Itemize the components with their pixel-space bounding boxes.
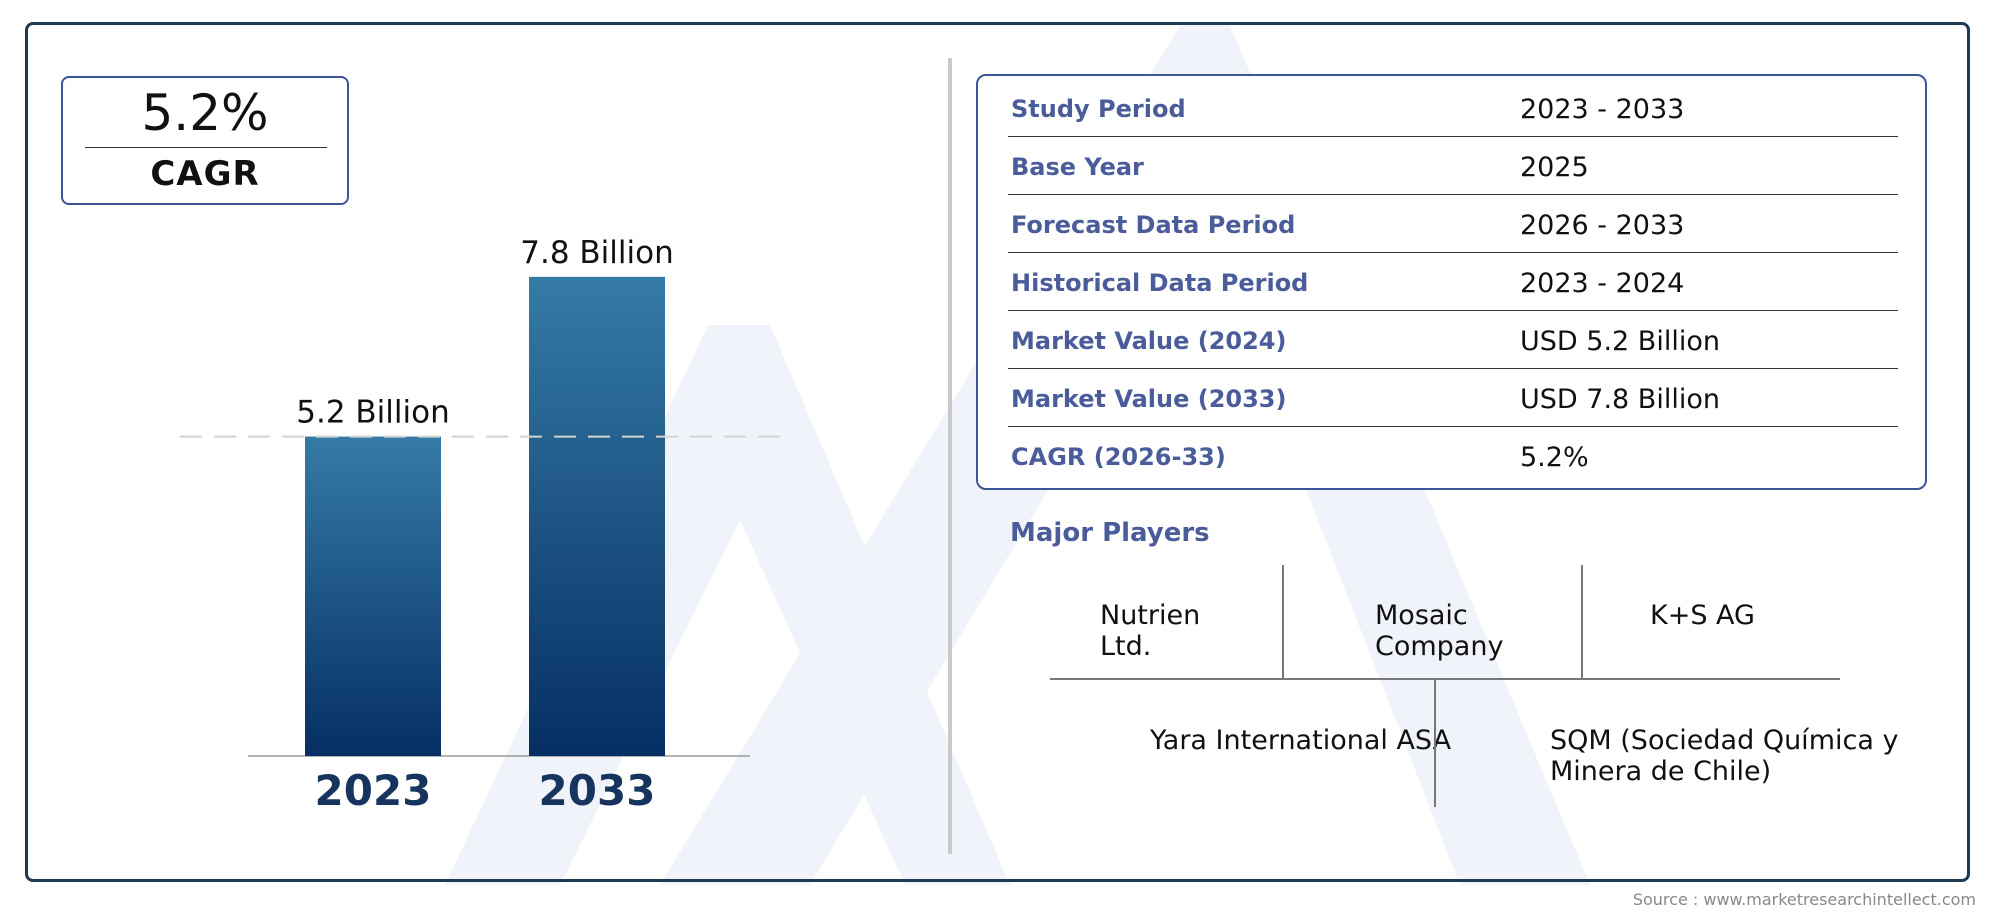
info-key: Study Period xyxy=(1011,95,1186,123)
cagr-badge: 5.2% CAGR xyxy=(61,76,349,205)
info-value: 2023 - 2024 xyxy=(1520,268,1685,299)
info-value: 2023 - 2033 xyxy=(1520,94,1685,125)
player-name: Nutrien Ltd. xyxy=(1100,600,1201,662)
section-divider xyxy=(948,58,952,854)
bar-2023 xyxy=(305,436,441,756)
data-label-2023: 5.2 Billion xyxy=(296,395,450,431)
x-tick-label-2033: 2033 xyxy=(539,766,656,815)
info-key: CAGR (2026-33) xyxy=(1011,443,1226,471)
info-row-market-value-2033: Market Value (2033) USD 7.8 Billion xyxy=(1008,368,1898,427)
major-players-title: Major Players xyxy=(1010,518,1210,548)
info-key: Forecast Data Period xyxy=(1011,211,1296,239)
player-name: SQM (Sociedad Química y Minera de Chile) xyxy=(1550,725,1899,787)
info-key: Base Year xyxy=(1011,153,1144,181)
infographic-card xyxy=(25,22,1970,882)
market-info-table: Study Period 2023 - 2033 Base Year 2025 … xyxy=(976,74,1927,490)
player-name: K+S AG xyxy=(1650,600,1755,631)
info-key: Historical Data Period xyxy=(1011,269,1309,297)
bar-chart: 5.2 Billion 2023 7.8 Billion 2033 xyxy=(180,235,790,815)
players-divider xyxy=(1050,678,1840,680)
info-value: 5.2% xyxy=(1520,442,1589,473)
info-row-cagr: CAGR (2026-33) 5.2% xyxy=(1008,426,1898,484)
cagr-value: 5.2% xyxy=(141,84,269,142)
info-key: Market Value (2033) xyxy=(1011,385,1287,413)
info-row-base-year: Base Year 2025 xyxy=(1008,136,1898,195)
cagr-divider xyxy=(85,147,327,148)
x-tick-label-2023: 2023 xyxy=(315,766,432,815)
info-row-forecast-period: Forecast Data Period 2026 - 2033 xyxy=(1008,194,1898,253)
info-value: USD 7.8 Billion xyxy=(1520,384,1720,415)
bar-2033 xyxy=(529,276,665,756)
player-name: Mosaic Company xyxy=(1375,600,1504,662)
data-label-2033: 7.8 Billion xyxy=(520,235,674,271)
info-value: 2026 - 2033 xyxy=(1520,210,1685,241)
players-divider xyxy=(1282,565,1284,678)
info-value: USD 5.2 Billion xyxy=(1520,326,1720,357)
info-key: Market Value (2024) xyxy=(1011,327,1287,355)
info-value: 2025 xyxy=(1520,152,1589,183)
source-text: Source : www.marketresearchintellect.com xyxy=(1632,890,1976,909)
info-row-market-value-2024: Market Value (2024) USD 5.2 Billion xyxy=(1008,310,1898,369)
players-divider xyxy=(1434,680,1436,807)
info-row-study-period: Study Period 2023 - 2033 xyxy=(1008,78,1898,137)
players-divider xyxy=(1581,565,1583,678)
info-row-historical-period: Historical Data Period 2023 - 2024 xyxy=(1008,252,1898,311)
cagr-label: CAGR xyxy=(150,154,260,194)
player-name: Yara International ASA xyxy=(1150,725,1452,756)
